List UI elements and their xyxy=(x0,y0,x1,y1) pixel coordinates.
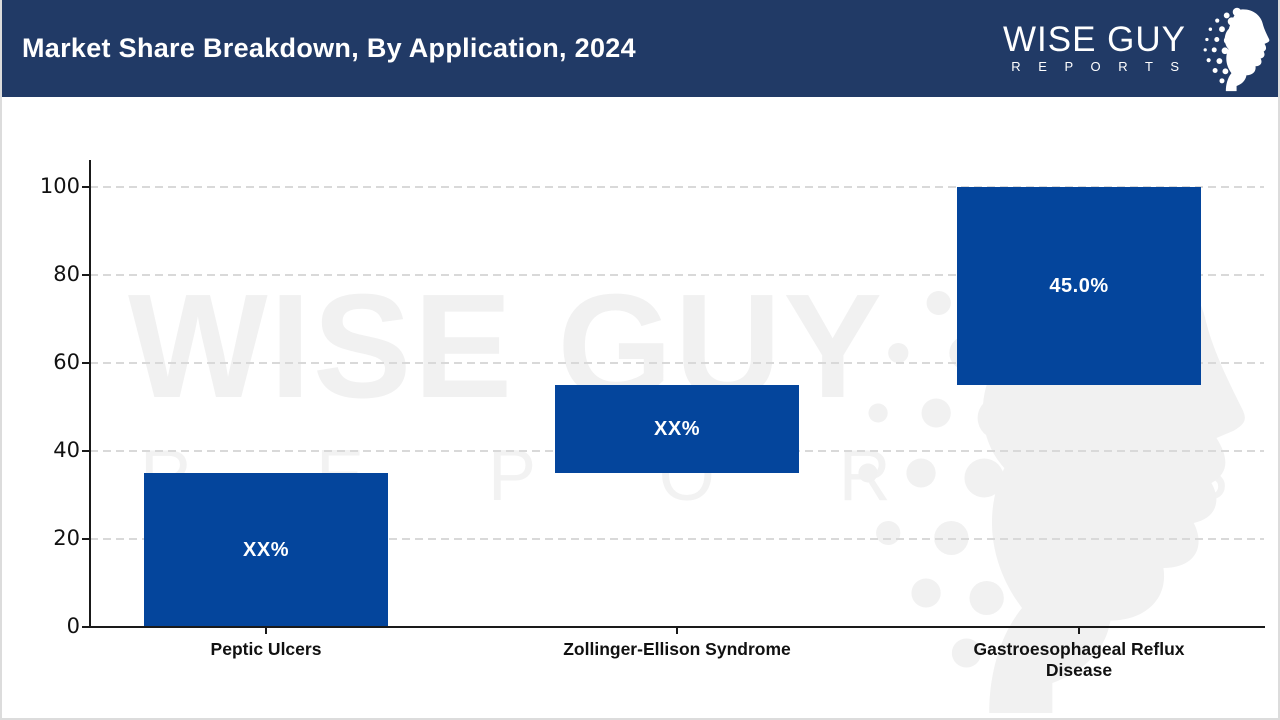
x-axis xyxy=(89,626,1265,628)
y-tick-label-20: 20 xyxy=(53,526,80,550)
gridline-100 xyxy=(90,186,1264,188)
y-tick-mark-0 xyxy=(82,626,89,628)
y-tick-mark-60 xyxy=(82,362,89,364)
x-category-label-peptic-ulcers: Peptic Ulcers xyxy=(210,639,322,659)
logo-face-icon xyxy=(1203,7,1270,91)
gridline-60 xyxy=(90,362,1264,364)
x-category-label-zollinger-ellison-syndrome: Zollinger-Ellison Syndrome xyxy=(563,639,791,659)
y-tick-mark-20 xyxy=(82,538,89,540)
bar-value-label: 45.0% xyxy=(1049,274,1109,297)
y-tick-label-80: 80 xyxy=(53,262,80,286)
x-tick-mark-peptic-ulcers xyxy=(265,628,267,634)
header: Market Share Breakdown, By Application, … xyxy=(2,0,1278,97)
x-tick-mark-gastroesophageal-reflux-disease xyxy=(1078,628,1080,634)
bar-peptic-ulcers: XX% xyxy=(144,473,388,627)
x-category-label-gastroesophageal-reflux-disease: Gastroesophageal Reflux Disease xyxy=(973,639,1185,680)
y-tick-mark-100 xyxy=(82,186,89,188)
y-tick-label-0: 0 xyxy=(66,614,80,638)
bar-value-label: XX% xyxy=(243,538,289,561)
x-tick-mark-zollinger-ellison-syndrome xyxy=(676,628,678,634)
y-axis xyxy=(89,160,91,628)
logo-text: WISE GUY R E P O R T S xyxy=(1002,20,1186,74)
y-tick-mark-80 xyxy=(82,274,89,276)
gridline-20 xyxy=(90,538,1264,540)
y-tick-mark-40 xyxy=(82,450,89,452)
y-tick-label-60: 60 xyxy=(53,350,80,374)
bar-zollinger-ellison-syndrome: XX% xyxy=(555,385,799,473)
wiseguy-logo: WISE GUY R E P O R T S xyxy=(1003,6,1274,92)
y-tick-label-40: 40 xyxy=(53,438,80,462)
bar-value-label: XX% xyxy=(654,417,700,440)
bar-gastroesophageal-reflux-disease: 45.0% xyxy=(957,187,1201,385)
chart-title: Market Share Breakdown, By Application, … xyxy=(22,33,636,63)
gridline-80 xyxy=(90,274,1264,276)
logo-wordmark: WISE GUY xyxy=(1002,20,1186,59)
y-tick-label-100: 100 xyxy=(39,174,80,198)
logo-subtitle: R E P O R T S xyxy=(1011,59,1186,74)
